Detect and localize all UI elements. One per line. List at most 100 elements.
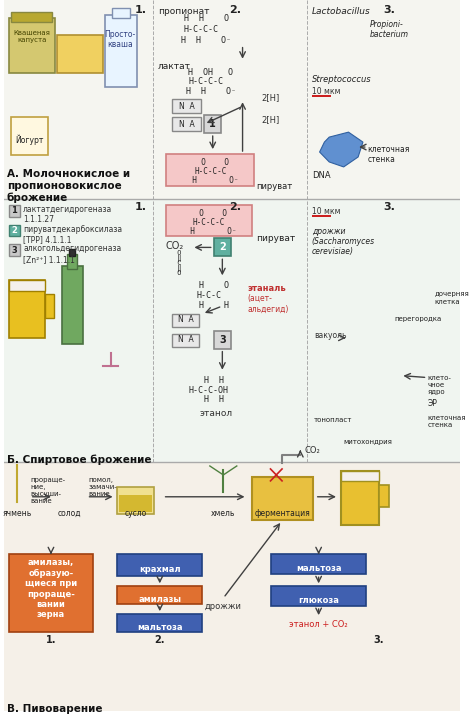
Ellipse shape (354, 409, 381, 422)
Ellipse shape (38, 393, 55, 406)
Bar (204, 115, 221, 133)
Text: мальтоза: мальтоза (296, 564, 341, 574)
Text: крахмал: крахмал (139, 566, 181, 574)
Circle shape (63, 44, 70, 52)
Text: CO₂: CO₂ (304, 446, 320, 455)
Bar (172, 100, 201, 113)
Ellipse shape (9, 391, 27, 404)
Text: дрожжи: дрожжи (205, 602, 242, 611)
Text: 3: 3 (11, 246, 17, 255)
Bar (214, 331, 231, 349)
Text: (ацет-
альдегид): (ацет- альдегид) (247, 294, 289, 314)
Bar (62, 266, 83, 344)
Text: клеточная
стенка: клеточная стенка (368, 145, 410, 165)
Text: 3: 3 (219, 335, 226, 345)
Bar (165, 154, 254, 185)
Circle shape (62, 495, 69, 504)
Circle shape (69, 492, 77, 500)
Text: 2.: 2. (155, 635, 165, 645)
Bar (9, 554, 93, 632)
Text: H  H    O: H H O (173, 14, 228, 23)
Ellipse shape (14, 488, 21, 493)
Text: перегородка: перегородка (394, 316, 441, 322)
Text: ячмень: ячмень (3, 508, 32, 518)
Text: лактатдегидрогеназа
1.1.1.27: лактатдегидрогеназа 1.1.1.27 (23, 205, 112, 224)
Text: 2[H]: 2[H] (262, 93, 280, 102)
Text: этанол + CO₂: этанол + CO₂ (289, 620, 348, 629)
Ellipse shape (14, 476, 21, 482)
Circle shape (354, 213, 381, 241)
Text: Квашеная
капуста: Квашеная капуста (13, 30, 50, 43)
Text: прораще-
ние,
высуши-
вание: прораще- ние, высуши- вание (31, 477, 66, 504)
Text: дрожжи
(Saccharomyces
cerevisiae): дрожжи (Saccharomyces cerevisiae) (312, 226, 375, 256)
Circle shape (58, 488, 65, 495)
Circle shape (385, 203, 418, 238)
Ellipse shape (24, 386, 41, 399)
Bar (111, 8, 130, 18)
Ellipse shape (314, 56, 328, 63)
Bar (4, 462, 460, 712)
Text: H  H: H H (194, 376, 224, 384)
Text: солод: солод (57, 508, 81, 518)
Text: Просто-
кваша: Просто- кваша (105, 30, 136, 49)
Bar (69, 249, 75, 256)
Text: помол,
замачи-
вание: помол, замачи- вание (89, 477, 117, 497)
Bar (105, 15, 137, 87)
Text: алкогольдегидрогеназа
[Zn²⁺] 1.1.1.1: алкогольдегидрогеназа [Zn²⁺] 1.1.1.1 (23, 244, 121, 263)
Text: пируват: пируват (256, 182, 292, 191)
Text: 2.: 2. (229, 202, 241, 212)
Circle shape (86, 42, 93, 49)
Text: H    O: H O (189, 281, 229, 290)
Circle shape (73, 488, 81, 495)
Bar (67, 254, 77, 269)
Circle shape (340, 79, 349, 90)
Bar (272, 586, 366, 606)
Text: амилазы: амилазы (138, 595, 181, 604)
Text: сусло: сусло (125, 508, 147, 518)
Ellipse shape (328, 58, 342, 65)
Ellipse shape (318, 299, 431, 413)
Text: H       O⁻: H O⁻ (183, 176, 238, 185)
Bar (312, 95, 331, 97)
Text: глюкоза: глюкоза (298, 596, 339, 605)
Text: вакуоль: вакуоль (314, 331, 346, 340)
Bar (4, 199, 460, 462)
Ellipse shape (322, 36, 346, 50)
Circle shape (384, 233, 409, 259)
Text: DNA: DNA (312, 171, 331, 180)
Polygon shape (92, 308, 129, 353)
Text: лактат: лактат (158, 62, 191, 71)
Ellipse shape (17, 403, 34, 415)
Text: Б. Спиртовое брожение: Б. Спиртовое брожение (7, 454, 151, 465)
Text: 2.: 2. (229, 5, 241, 15)
Text: 1.: 1. (134, 5, 146, 15)
Text: O: O (173, 251, 182, 256)
Text: дочерняя: дочерняя (434, 291, 469, 297)
Bar (119, 495, 152, 512)
Text: H  OH   O: H OH O (179, 67, 234, 77)
Bar (45, 294, 54, 318)
Text: H-C-C-C: H-C-C-C (189, 77, 223, 87)
Bar (214, 238, 231, 256)
Circle shape (328, 79, 338, 90)
Text: этанол: этанол (199, 410, 232, 418)
Text: А. Молочнокислое и
пропионовокислое
брожение: А. Молочнокислое и пропионовокислое брож… (7, 169, 130, 203)
Bar (165, 205, 252, 236)
Text: клеточная
стенка: клеточная стенка (428, 415, 466, 428)
Bar (272, 554, 366, 574)
Text: 2: 2 (219, 243, 226, 253)
Bar (118, 554, 202, 576)
Ellipse shape (336, 27, 362, 39)
Text: мальтоза: мальтоза (137, 623, 182, 632)
Text: Lactobacillus: Lactobacillus (312, 7, 371, 16)
Bar (341, 471, 379, 525)
Bar (57, 35, 103, 72)
Ellipse shape (14, 465, 21, 470)
Text: 1: 1 (11, 206, 18, 215)
Bar (9, 225, 20, 236)
Text: 1: 1 (210, 119, 216, 129)
Circle shape (65, 483, 73, 491)
Text: CO₂: CO₂ (165, 241, 184, 251)
Ellipse shape (228, 480, 237, 493)
Bar (172, 334, 199, 347)
